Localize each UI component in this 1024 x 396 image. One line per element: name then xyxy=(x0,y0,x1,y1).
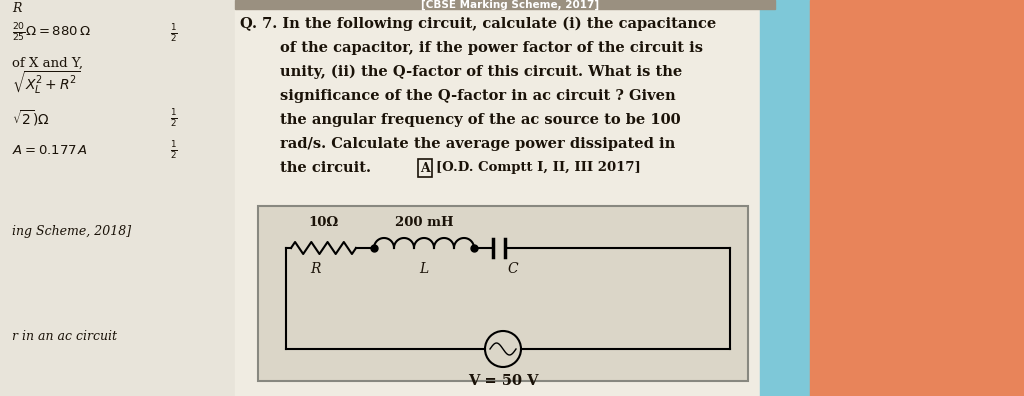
Text: R: R xyxy=(310,262,321,276)
Text: $\frac{1}{2}$: $\frac{1}{2}$ xyxy=(170,139,177,161)
Text: of X and Y,: of X and Y, xyxy=(12,57,83,70)
Text: A: A xyxy=(420,162,430,175)
Text: $\frac{20}{25}$$\Omega = 880\,\Omega$: $\frac{20}{25}$$\Omega = 880\,\Omega$ xyxy=(12,22,91,44)
Text: $\frac{1}{2}$: $\frac{1}{2}$ xyxy=(170,107,177,129)
Text: $\sqrt{2}$)$\Omega$: $\sqrt{2}$)$\Omega$ xyxy=(12,108,49,128)
Text: C: C xyxy=(508,262,518,276)
Bar xyxy=(234,0,760,396)
Text: L: L xyxy=(420,262,429,276)
Text: of the capacitor, if the power factor of the circuit is: of the capacitor, if the power factor of… xyxy=(280,41,703,55)
Text: r in an ac circuit: r in an ac circuit xyxy=(12,329,117,343)
Text: [O.D. Comptt I, II, III 2017]: [O.D. Comptt I, II, III 2017] xyxy=(436,162,641,175)
Text: $\frac{1}{2}$: $\frac{1}{2}$ xyxy=(170,22,177,44)
Text: the angular frequency of the ac source to be 100: the angular frequency of the ac source t… xyxy=(280,113,681,127)
Text: R: R xyxy=(12,2,22,15)
Text: $\sqrt{X_L^2 + R^2}$: $\sqrt{X_L^2 + R^2}$ xyxy=(12,70,80,96)
Text: [CBSE Marking Scheme, 2017]: [CBSE Marking Scheme, 2017] xyxy=(421,0,599,10)
Text: significance of the Q-factor in ac circuit ? Given: significance of the Q-factor in ac circu… xyxy=(280,89,676,103)
Text: 200 mH: 200 mH xyxy=(394,216,454,229)
Bar xyxy=(234,0,775,9)
Text: V = 50 V: V = 50 V xyxy=(468,374,539,388)
Bar xyxy=(810,0,1024,396)
Text: 10Ω: 10Ω xyxy=(308,216,339,229)
Bar xyxy=(258,206,748,381)
Bar xyxy=(760,0,810,396)
Text: Q. 7. In the following circuit, calculate (i) the capacitance: Q. 7. In the following circuit, calculat… xyxy=(240,17,716,31)
Text: ing Scheme, 2018]: ing Scheme, 2018] xyxy=(12,225,131,238)
Text: $A = 0.177\,A$: $A = 0.177\,A$ xyxy=(12,143,88,156)
Text: rad/s. Calculate the average power dissipated in: rad/s. Calculate the average power dissi… xyxy=(280,137,675,151)
Text: unity, (ii) the Q-factor of this circuit. What is the: unity, (ii) the Q-factor of this circuit… xyxy=(280,65,682,79)
Text: the circuit.: the circuit. xyxy=(280,161,371,175)
Bar xyxy=(418,159,432,177)
Bar xyxy=(0,0,234,396)
